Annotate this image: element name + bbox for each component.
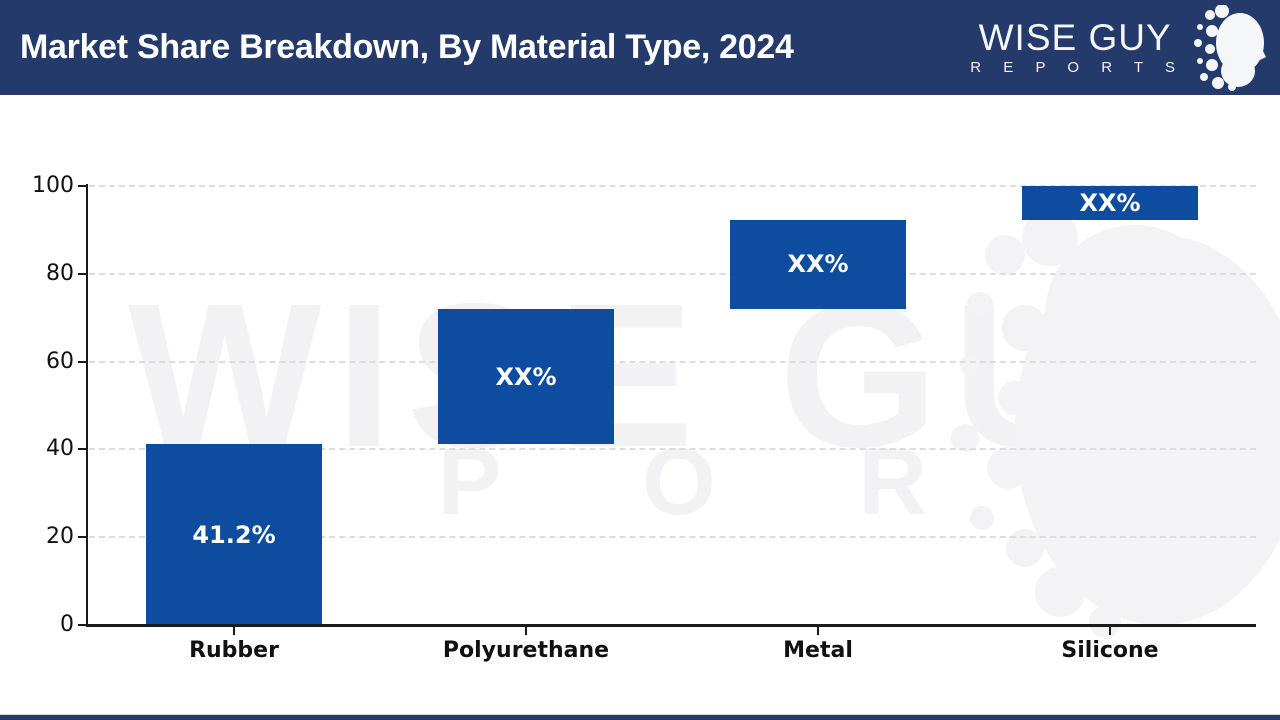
footer-bar [0,715,1280,720]
bar-value-label: XX% [495,362,557,391]
gridline-40 [89,448,1256,451]
x-tick-silicone [1109,627,1111,635]
y-tick-100 [78,185,87,187]
x-tick-rubber [233,627,235,635]
x-tick-metal [817,627,819,635]
y-tick-60 [78,360,87,363]
category-label-polyurethane: Polyurethane [442,638,610,663]
category-label-silicone: Silicone [1061,638,1159,663]
bar-value-label: XX% [787,250,849,279]
y-tick-80 [78,272,87,275]
brand-logo: WISE GUY R E P O R T S [966,4,1266,91]
y-tick-label-100: 100 [32,173,74,198]
bar-value-label: 41.2% [192,520,276,549]
footer-hairline [0,714,1280,715]
x-axis-line [86,624,1256,627]
gridline-80 [89,272,1256,275]
bar-polyurethane: XX% [438,308,614,445]
watermark-text-line2: P O R T S [438,429,1280,535]
bar-silicone: XX% [1022,186,1198,220]
category-label-metal: Metal [783,638,853,663]
chart-title: Market Share Breakdown, By Material Type… [20,28,794,66]
gridline-20 [89,536,1256,539]
logo-wordmark-line2: R E P O R T S [970,59,1184,77]
y-tick-40 [78,448,87,451]
bar-metal: XX% [730,219,906,309]
watermark-face [951,210,1280,638]
y-tick-label-80: 80 [46,260,74,286]
x-tick-polyurethane [525,627,527,635]
category-label-rubber: Rubber [189,638,279,663]
y-tick-label-60: 60 [46,348,74,374]
logo-wordmark: WISE GUY R E P O R T S [966,16,1184,77]
logo-wordmark-line1: WISE GUY [978,16,1172,58]
header: Market Share Breakdown, By Material Type… [0,0,1280,95]
y-tick-label-40: 40 [46,436,74,462]
bar-value-label: XX% [1079,188,1141,217]
gridline-60 [89,360,1256,363]
logo-face-icon [1194,4,1266,91]
y-tick-20 [78,536,87,539]
y-axis-line [86,184,88,627]
gridline-100 [89,185,1256,187]
y-tick-label-20: 20 [46,524,74,550]
y-tick-0 [78,624,87,626]
bar-rubber: 41.2% [146,444,322,625]
y-tick-label-0: 0 [60,612,74,637]
